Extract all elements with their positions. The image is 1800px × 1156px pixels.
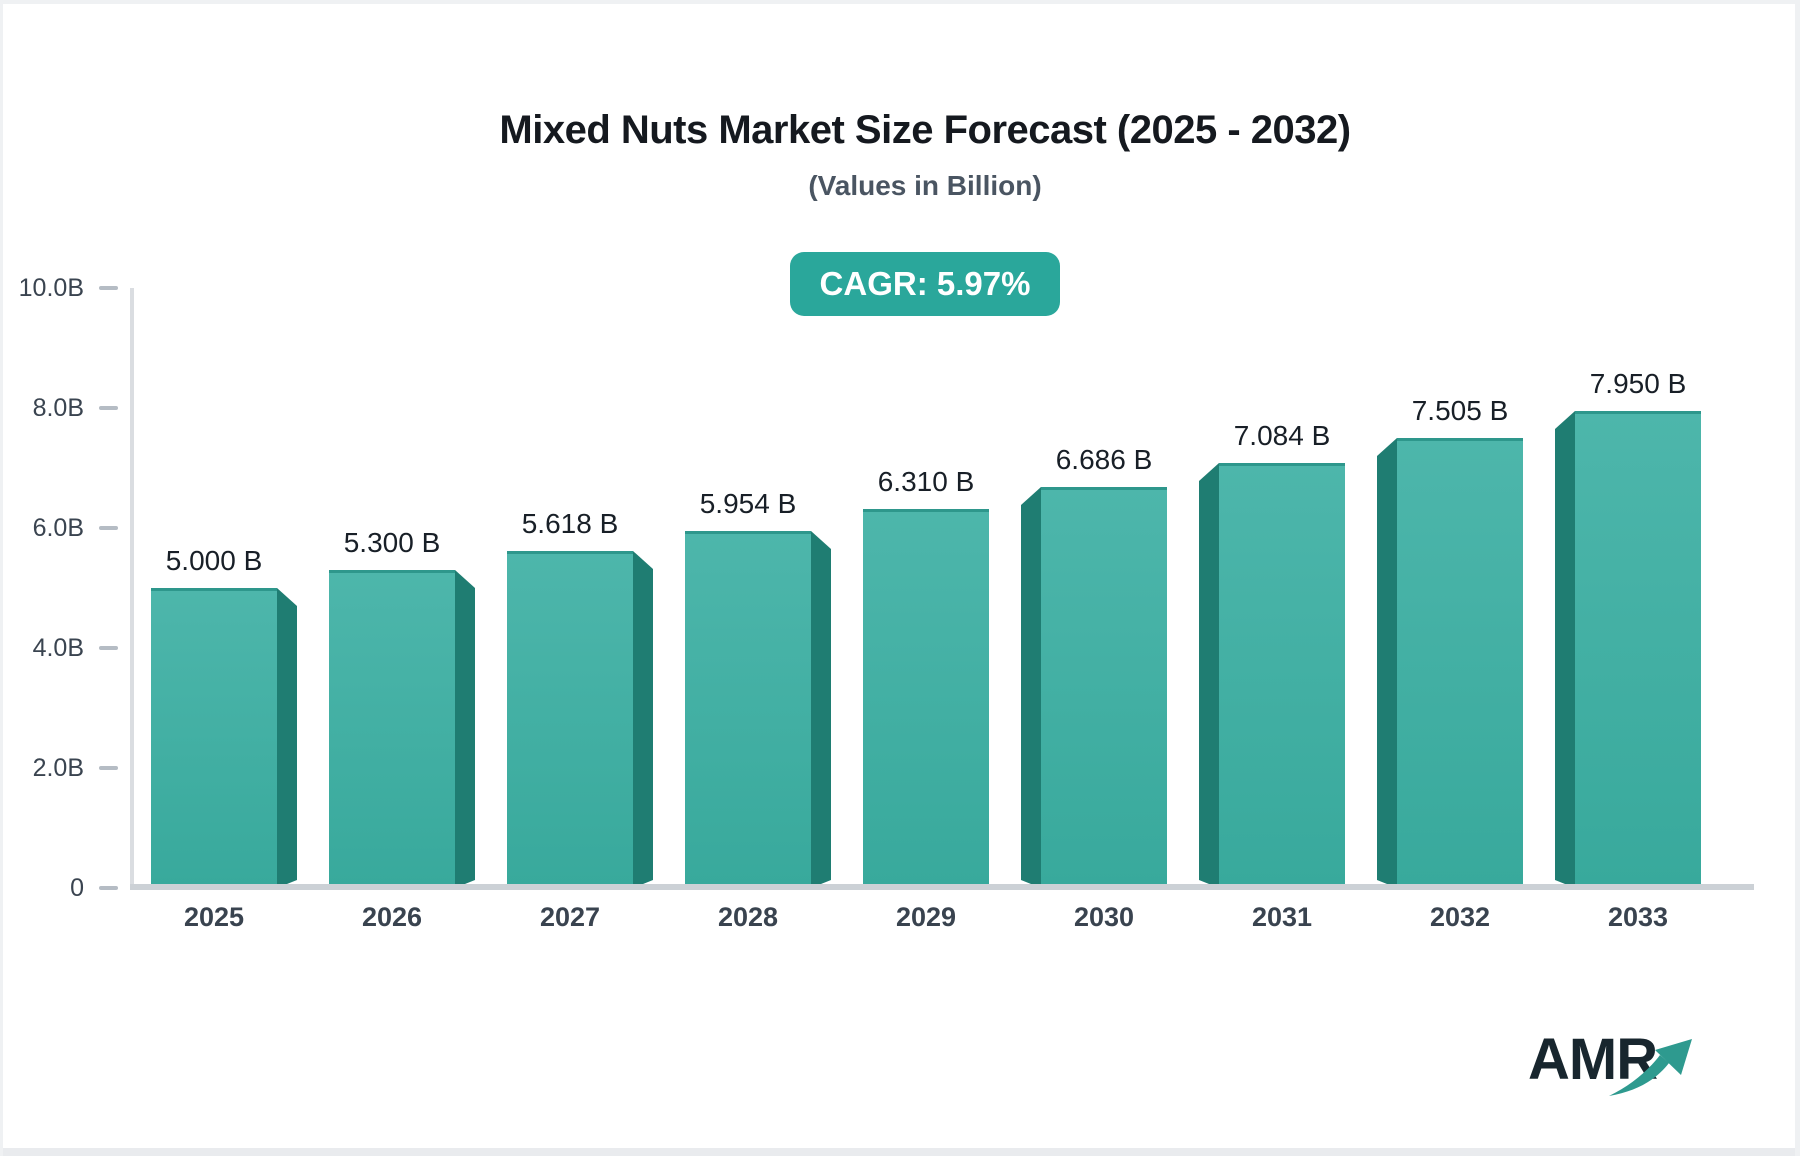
y-axis-tick-label: 10.0B (18, 274, 84, 302)
growth-arrow-icon (1609, 1039, 1692, 1096)
bar-value-label: 6.686 B (1055, 444, 1153, 475)
bar-value-label: 7.084 B (1233, 420, 1331, 451)
bar-3d-side (1377, 438, 1397, 888)
x-axis-label: 2033 (1607, 902, 1669, 932)
y-axis-tick-label: 6.0B (32, 514, 84, 542)
y-axis-tick-dash (99, 286, 118, 290)
x-axis-label: 2026 (361, 902, 423, 932)
y-axis-tick-label: 0 (70, 874, 84, 902)
y-axis-tick-dash (99, 406, 118, 410)
x-axis-label: 2030 (1073, 902, 1135, 932)
bar-3d-side (1199, 463, 1219, 888)
bar (1397, 438, 1523, 888)
bar-value-label: 5.300 B (343, 527, 441, 558)
bar-3d-side (811, 531, 831, 888)
x-axis-label: 2027 (539, 902, 601, 932)
chart-subtitle: (Values in Billion) (808, 170, 1042, 201)
bar (1219, 463, 1345, 888)
y-axis-tick-dash (99, 766, 118, 770)
x-axis-baseline (130, 884, 1754, 890)
bar-value-label: 7.505 B (1411, 395, 1509, 426)
bar-3d-side (455, 570, 475, 888)
bar (151, 588, 277, 888)
amr-logo: AMR (1528, 1028, 1728, 1118)
x-axis-label: 2028 (717, 902, 779, 932)
bar-value-label: 5.954 B (699, 488, 797, 519)
x-axis-label: 2029 (895, 902, 957, 932)
bar (863, 509, 989, 888)
y-axis-tick-label: 8.0B (32, 394, 84, 422)
bar-3d-side (277, 588, 297, 888)
chart-header: Mixed Nuts Market Size Forecast (2025 - … (50, 0, 1800, 316)
bar-3d-side (1555, 411, 1575, 888)
y-axis-tick-dash (99, 526, 118, 530)
bar-value-label: 5.618 B (521, 508, 619, 539)
y-axis-line (130, 288, 134, 888)
y-axis-tick-label: 2.0B (32, 754, 84, 782)
y-axis-tick-dash (99, 886, 118, 890)
bar (685, 531, 811, 888)
bar-3d-side (633, 551, 653, 888)
bar (507, 551, 633, 888)
cagr-badge: CAGR: 5.97% (789, 252, 1061, 316)
page-border-left (0, 0, 3, 1156)
y-axis-tick-dash (99, 646, 118, 650)
x-axis-label: 2031 (1251, 902, 1313, 932)
bar (1041, 487, 1167, 888)
page-border-right (1795, 0, 1800, 1156)
x-axis-label: 2032 (1429, 902, 1491, 932)
x-axis-label: 2025 (183, 902, 245, 932)
bar (1575, 411, 1701, 888)
bar-3d-side (1021, 487, 1041, 888)
chart-title: Mixed Nuts Market Size Forecast (2025 - … (499, 108, 1351, 152)
bar-value-label: 5.000 B (165, 545, 263, 576)
y-axis-tick-label: 4.0B (32, 634, 84, 662)
bar-value-label: 6.310 B (877, 466, 975, 497)
bar (329, 570, 455, 888)
page-border-top (0, 0, 1800, 4)
page-border-bottom (0, 1148, 1800, 1156)
bar-value-label: 7.950 B (1589, 368, 1687, 399)
